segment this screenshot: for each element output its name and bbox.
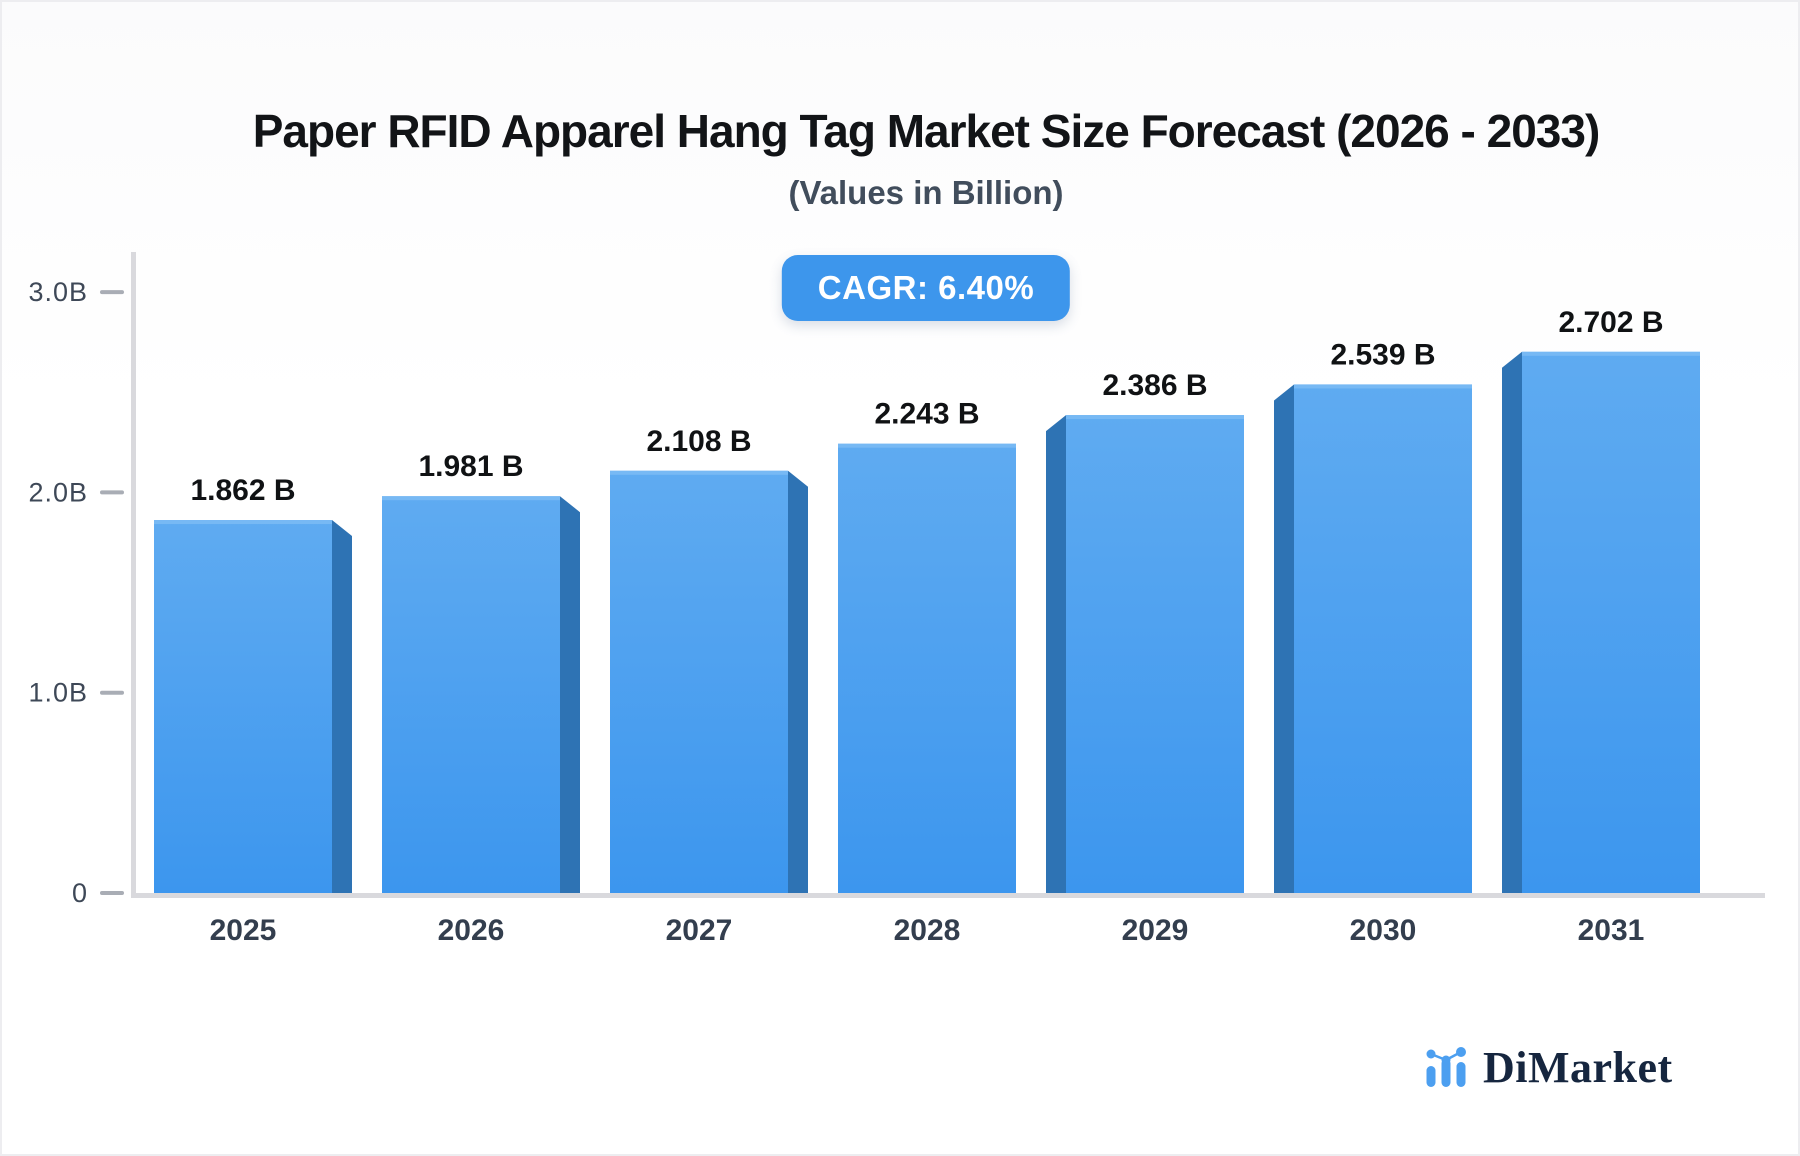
chart-subtitle: (Values in Billion) — [788, 174, 1064, 211]
brand-name: DiMarket — [1483, 1043, 1673, 1092]
bar-value-label: 2.243 B — [874, 398, 979, 431]
y-tick-mark — [100, 690, 124, 695]
y-tick-label: 0 — [72, 878, 88, 908]
bar-top-highlight — [1294, 384, 1472, 389]
cagr-badge: CAGR: 6.40% — [781, 255, 1071, 321]
y-tick-label: 1.0B — [28, 678, 88, 708]
bar-top-highlight — [1066, 415, 1244, 420]
bar-side-bevel — [1502, 351, 1522, 893]
bar-top-highlight — [154, 520, 332, 525]
bar-value-label: 1.981 B — [418, 450, 523, 483]
bar-side-bevel — [1274, 384, 1294, 893]
bar-value-label: 2.539 B — [1330, 338, 1435, 371]
x-tick-label: 2026 — [438, 914, 505, 947]
bar-side-bevel — [560, 496, 580, 893]
bar-top-highlight — [382, 496, 560, 501]
x-tick-label: 2029 — [1122, 914, 1189, 947]
bar-value-label: 2.386 B — [1102, 369, 1207, 402]
y-axis-line — [131, 252, 136, 898]
brand-logo: DiMarket — [1423, 1042, 1673, 1093]
y-tick-mark — [100, 891, 124, 895]
x-tick-label: 2030 — [1350, 914, 1417, 947]
bar-value-label: 2.702 B — [1558, 306, 1663, 339]
bar-2031 — [1522, 351, 1700, 893]
x-tick-label: 2025 — [210, 914, 277, 947]
mini-bar-chart-icon — [1426, 1046, 1466, 1087]
chart-title: Paper RFID Apparel Hang Tag Market Size … — [252, 105, 1601, 157]
x-axis-line — [131, 893, 1765, 898]
bar-value-label: 2.108 B — [646, 425, 751, 458]
bar-side-bevel — [332, 520, 352, 893]
bar-side-bevel — [788, 470, 808, 893]
bar-2026 — [382, 496, 560, 893]
bar-2027 — [610, 470, 788, 893]
cagr-badge-label: CAGR: 6.40% — [817, 269, 1035, 306]
bar-2025 — [154, 520, 332, 893]
bar-top-highlight — [838, 443, 1016, 448]
bar-side-bevel — [1046, 415, 1066, 893]
x-tick-label: 2027 — [666, 914, 733, 947]
y-tick-mark — [100, 290, 124, 295]
bar-2028 — [838, 443, 1016, 893]
y-tick-label: 2.0B — [28, 477, 88, 507]
bar-value-label: 1.862 B — [190, 474, 295, 507]
chart-header: Paper RFID Apparel Hang Tag Market Size … — [28, 104, 1798, 212]
x-tick-label: 2028 — [894, 914, 961, 947]
bar-2030 — [1294, 384, 1472, 893]
bar-top-highlight — [610, 470, 788, 475]
x-tick-label: 2031 — [1578, 914, 1645, 947]
y-tick-mark — [100, 490, 124, 495]
bar-2029 — [1066, 415, 1244, 893]
bar-top-highlight — [1522, 351, 1700, 356]
y-tick-label: 3.0B — [28, 277, 88, 307]
